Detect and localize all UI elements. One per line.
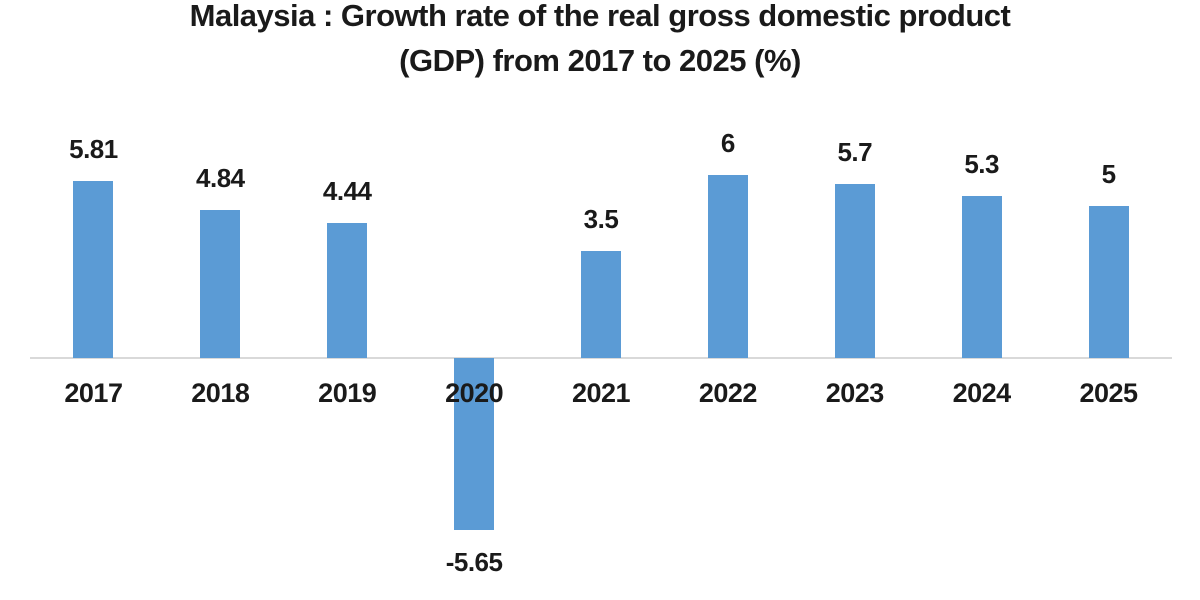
value-label-2024: 5.3 xyxy=(964,149,999,180)
year-label-2021: 2021 xyxy=(571,378,631,408)
year-label-2019: 2019 xyxy=(318,378,377,408)
year-label-2018: 2018 xyxy=(191,378,250,408)
bar-2025 xyxy=(1088,205,1129,358)
value-label-2017: 5.81 xyxy=(69,133,118,164)
year-label-2023: 2023 xyxy=(825,378,885,408)
value-label-2022: 6 xyxy=(720,128,735,158)
bar-2022 xyxy=(707,175,748,358)
value-label-2018: 4.84 xyxy=(196,163,245,194)
bar-2018 xyxy=(200,210,241,358)
chart-title-line1: Malaysia : Growth rate of the real gross… xyxy=(189,0,1011,33)
x-axis-line xyxy=(30,357,1172,359)
value-label-2020: -5.65 xyxy=(445,547,503,578)
year-label-2020: 2020 xyxy=(445,378,504,408)
value-label-2023: 5.7 xyxy=(837,137,873,168)
bar-2024 xyxy=(961,196,1002,358)
bar-2019 xyxy=(327,222,368,358)
year-label-2025: 2025 xyxy=(1079,378,1139,408)
bar-2021 xyxy=(581,251,621,358)
chart-title-line2: (GDP) from 2017 to 2025 (%) xyxy=(399,43,801,78)
bar-2020 xyxy=(454,358,495,531)
year-label-2022: 2022 xyxy=(698,378,758,408)
year-label-2017: 2017 xyxy=(64,378,123,408)
chart-title: Malaysia : Growth rate of the real gross… xyxy=(0,0,1200,83)
bar-2017 xyxy=(73,180,114,358)
value-label-2025: 5 xyxy=(1101,158,1116,189)
value-label-2021: 3.5 xyxy=(583,204,619,235)
year-label-2024: 2024 xyxy=(952,378,1012,408)
bar-2023 xyxy=(834,184,875,358)
value-label-2019: 4.44 xyxy=(322,175,372,206)
